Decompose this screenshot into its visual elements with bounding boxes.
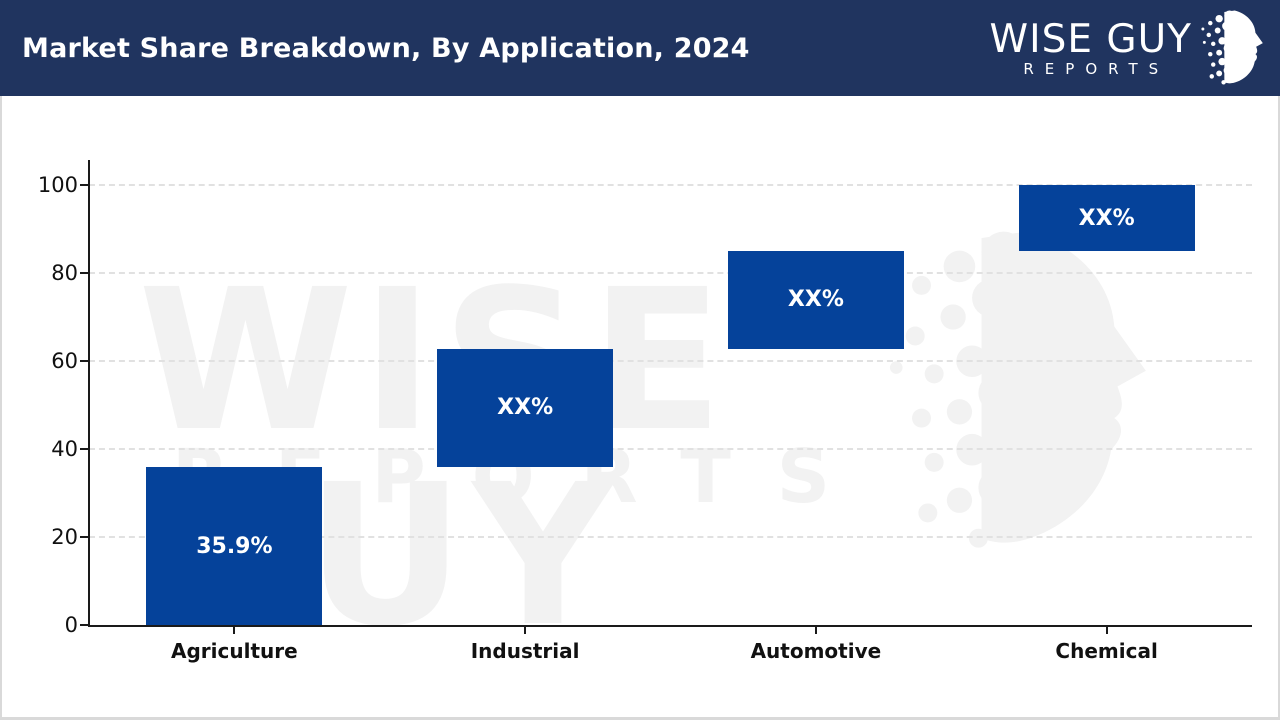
- y-tick-60: [80, 360, 88, 362]
- bar-value-label-agriculture: 35.9%: [196, 533, 273, 559]
- header-bar: Market Share Breakdown, By Application, …: [0, 0, 1280, 96]
- category-label-automotive: Automotive: [750, 639, 882, 663]
- y-tick-0: [80, 624, 88, 626]
- gridline-20: [89, 536, 1252, 538]
- x-tick-industrial: [524, 627, 527, 634]
- category-label-agriculture: Agriculture: [171, 639, 298, 663]
- x-tick-agriculture: [233, 627, 236, 634]
- wiseguy-logo: WISE GUY REPORTS: [990, 8, 1268, 90]
- bar-automotive: XX%: [727, 251, 904, 349]
- category-label-industrial: Industrial: [470, 639, 580, 663]
- y-tick-label-60: 60: [51, 349, 78, 373]
- y-tick-20: [80, 536, 88, 538]
- bar-value-label-automotive: XX%: [787, 287, 844, 313]
- category-label-chemical: Chemical: [1055, 639, 1158, 663]
- bar-value-label-industrial: XX%: [497, 395, 554, 421]
- y-axis-spine: [88, 160, 90, 627]
- x-axis-spine: [88, 625, 1252, 627]
- y-tick-label-0: 0: [64, 613, 78, 637]
- logo-text-wiseguy: WISE GUY: [989, 17, 1192, 62]
- bar-value-label-chemical: XX%: [1078, 205, 1135, 231]
- y-tick-80: [80, 272, 88, 274]
- y-tick-label-80: 80: [51, 261, 78, 285]
- gridline-100: [89, 184, 1252, 186]
- bar-agriculture: 35.9%: [146, 467, 323, 625]
- x-tick-chemical: [1105, 627, 1108, 634]
- logo-wordmark: WISE GUY REPORTS: [989, 17, 1192, 79]
- y-tick-40: [80, 448, 88, 450]
- y-tick-label-40: 40: [51, 437, 78, 461]
- bar-chemical: XX%: [1018, 185, 1195, 251]
- logo-text-reports: REPORTS: [1023, 60, 1170, 78]
- x-tick-automotive: [814, 627, 817, 634]
- page-title: Market Share Breakdown, By Application, …: [22, 32, 750, 64]
- gridline-40: [89, 448, 1252, 450]
- y-tick-label-100: 100: [37, 173, 78, 197]
- gridline-80: [89, 272, 1252, 274]
- bar-industrial: XX%: [437, 348, 614, 468]
- y-tick-100: [80, 184, 88, 186]
- y-tick-label-20: 20: [51, 525, 78, 549]
- gridline-60: [89, 360, 1252, 362]
- logo-head-icon: [1201, 10, 1263, 85]
